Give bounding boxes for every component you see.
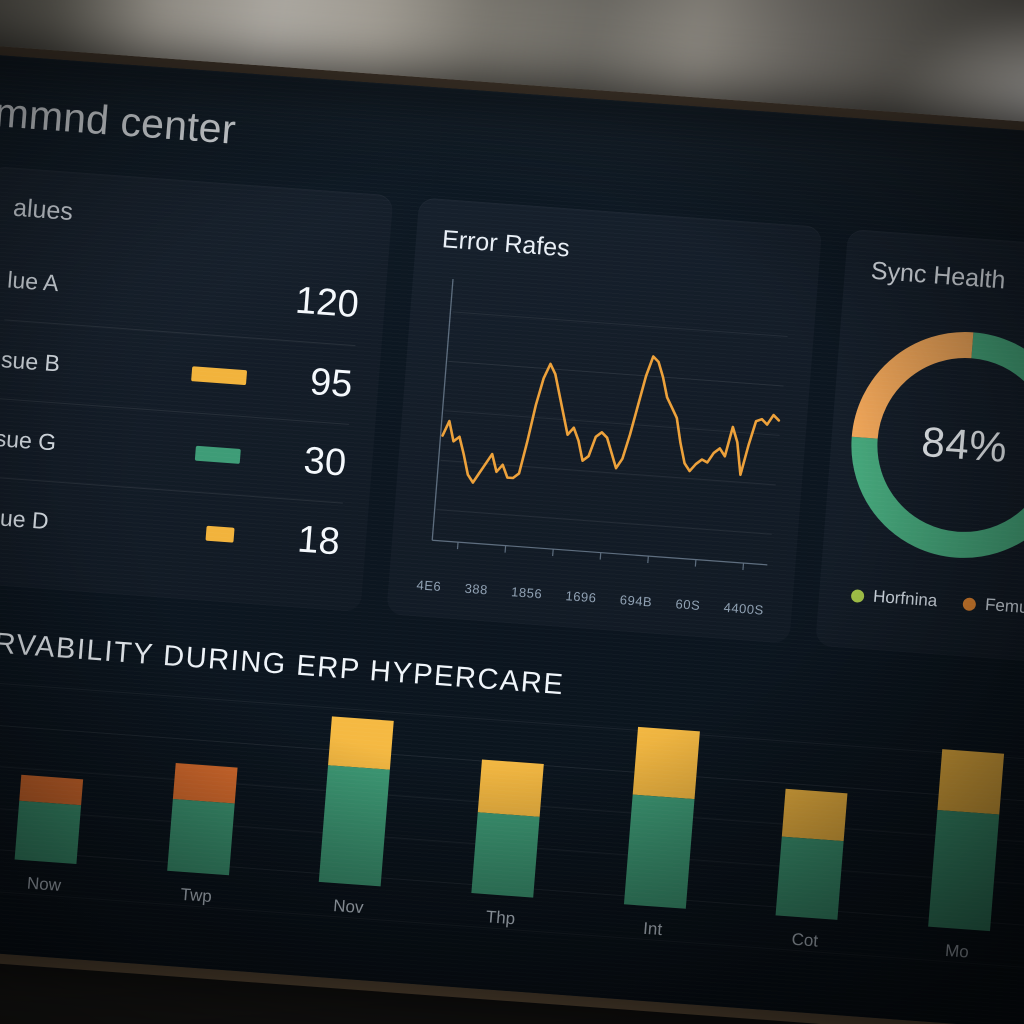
photo-vignette	[0, 0, 1024, 1024]
photo-scene: mmnd center alues lue A120sue B95sue G30…	[0, 0, 1024, 1024]
